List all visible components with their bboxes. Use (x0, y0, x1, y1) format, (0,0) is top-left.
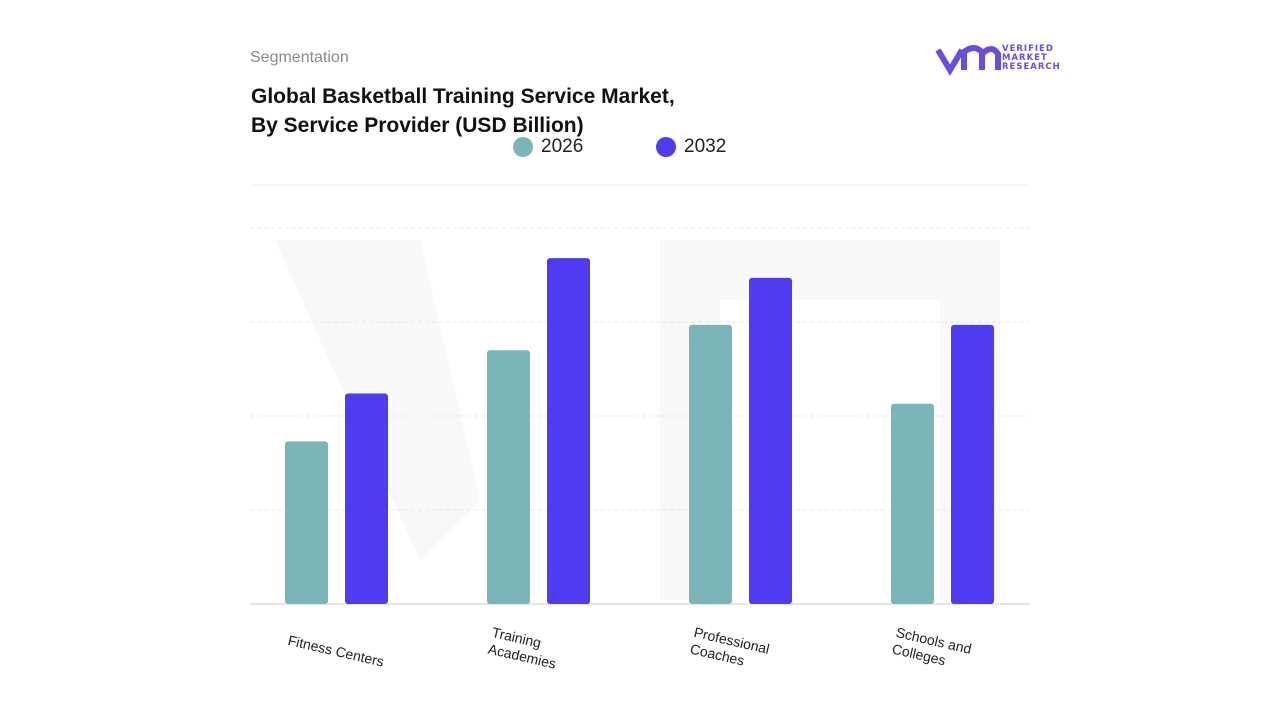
logo-mark (935, 45, 1001, 76)
brand-word: VERIFIED (1002, 44, 1054, 54)
legend-label: 2026 (541, 136, 584, 157)
subtitle: Segmentation (250, 49, 349, 66)
bar (487, 350, 530, 604)
brand-word: MARKET (1002, 53, 1048, 63)
bar (547, 258, 590, 604)
brand: VERIFIED MARKET RESEARCH (1002, 45, 1061, 72)
bar (285, 441, 328, 604)
legend-swatch (656, 137, 676, 157)
bar (689, 324, 732, 604)
chart-title: Global Basketball Training Service Marke… (251, 85, 675, 137)
bar (891, 403, 934, 604)
bar (951, 324, 994, 604)
bar (345, 393, 388, 604)
legend-label: 2032 (684, 136, 727, 157)
legend-swatch (513, 137, 533, 157)
bar (749, 277, 792, 604)
brand-word: RESEARCH (1002, 62, 1061, 72)
